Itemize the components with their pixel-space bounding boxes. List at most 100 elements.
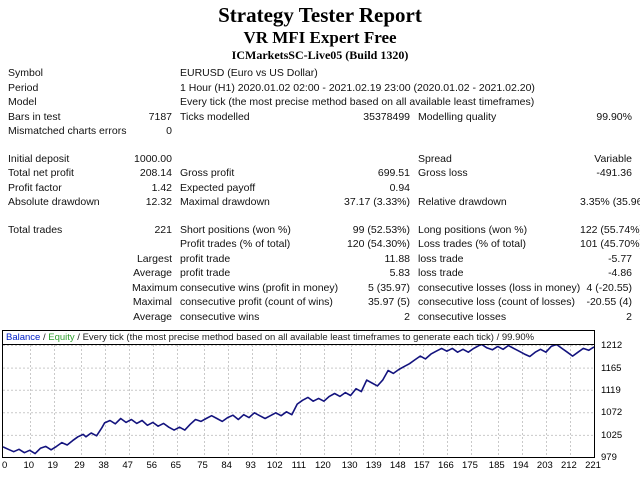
stat-label: consecutive profit (count of wins) <box>180 296 333 308</box>
x-tick-label: 130 <box>341 460 358 471</box>
x-tick-label: 56 <box>146 460 158 471</box>
stat-value: 11.88 <box>384 252 411 265</box>
stat-label: 1 Hour (H1) 2020.01.02 02:00 - 2021.02.1… <box>180 81 535 94</box>
stat-value: 1.42 <box>151 181 172 194</box>
stat-label: Symbol <box>8 67 44 79</box>
stat-value: 99 (52.53%) <box>352 223 410 236</box>
stat-value: 5 (35.97) <box>367 281 410 294</box>
x-tick-label: 47 <box>122 460 133 471</box>
stat-value: 2 <box>626 310 632 323</box>
balance-legend: Balance <box>6 332 41 343</box>
stat-label: consecutive losses <box>418 310 507 323</box>
x-tick-label: 19 <box>47 460 59 471</box>
stat-label <box>8 237 132 252</box>
legend-separator-1: / <box>40 332 49 343</box>
stat-value: Variable <box>594 152 632 165</box>
x-tick-label: 0 <box>2 460 8 471</box>
stat-label <box>172 124 318 139</box>
stat-label: Short positions (won %) <box>180 223 291 236</box>
stat-label: profit trade <box>180 252 231 265</box>
stat-value <box>132 81 172 96</box>
x-tick-label: 93 <box>245 460 256 471</box>
stat-value: Average <box>133 310 172 323</box>
stat-label: Modelling quality <box>418 110 497 123</box>
expert-name: VR MFI Expert Free <box>243 28 397 47</box>
stat-label: consecutive wins <box>180 310 260 323</box>
stat-label <box>8 310 132 325</box>
legend-separator-2: / <box>74 332 83 343</box>
y-tick-label: 1025 <box>601 429 623 441</box>
stat-value: 35.97 (5) <box>367 296 410 308</box>
stat-value: 208.14 <box>139 167 172 179</box>
legend-separator-3: / <box>493 332 502 343</box>
y-tick-label: 979 <box>601 452 617 463</box>
stat-label: Relative drawdown <box>418 196 507 208</box>
stat-value: 122 (55.74%) <box>580 223 640 236</box>
stat-value: 5.83 <box>389 267 410 279</box>
chart-header: Balance / Equity / Every tick (the most … <box>3 331 594 345</box>
stat-label: Profit trades (% of total) <box>180 238 291 250</box>
stat-value: Maximum <box>132 281 178 294</box>
stat-value: 35378499 <box>363 110 410 123</box>
stat-label: Ticks modelled <box>180 110 250 123</box>
stat-value: 1000.00 <box>134 152 172 165</box>
plot-area <box>3 345 594 457</box>
page-title: Strategy Tester Report <box>218 3 422 27</box>
x-tick-label: 29 <box>74 460 85 471</box>
stat-value <box>132 95 172 110</box>
stat-label: consecutive loss (count of losses) <box>418 296 575 308</box>
stat-value <box>318 124 410 139</box>
x-tick-label: 38 <box>98 460 109 471</box>
stat-value: 0 <box>166 125 172 137</box>
stat-label <box>8 295 132 310</box>
stat-label: Gross loss <box>418 167 468 179</box>
y-tick-label: 1072 <box>601 407 623 419</box>
stat-value: -491.36 <box>596 167 632 179</box>
stats-section: Initial deposit 1000.00 Spread Variable Tota… <box>8 152 640 210</box>
stats-section: Symbol EURUSD (Euro vs US Dollar) Period 1 … <box>8 66 632 139</box>
stat-label: Loss trades (% of total) <box>418 238 526 250</box>
x-tick-label: 157 <box>413 460 430 471</box>
stat-label <box>8 252 132 267</box>
stat-value: 120 (54.30%) <box>346 238 410 250</box>
x-tick-label: 84 <box>221 460 232 471</box>
stats-section: Total trades 221 Short positions (won %) 99… <box>8 223 640 325</box>
stat-value <box>580 181 632 196</box>
modelling-quality: 99.90% <box>501 332 535 343</box>
stat-value <box>318 152 410 167</box>
stat-label: EURUSD (Euro vs US Dollar) <box>180 67 318 79</box>
report-header: Strategy Tester Report VR MFI Expert Fre… <box>0 0 640 63</box>
stat-label: consecutive losses (loss in money) <box>418 281 581 294</box>
stat-label: profit trade <box>180 267 231 279</box>
x-tick-label: 203 <box>536 460 553 471</box>
stat-value: 7187 <box>148 110 172 123</box>
stat-label <box>8 266 132 281</box>
stat-value: 2 <box>404 310 410 323</box>
stat-value: Maximal <box>132 296 172 308</box>
stat-label: Every tick (the most precise method base… <box>180 96 535 108</box>
stat-label <box>172 152 318 167</box>
stat-value: 12.32 <box>145 196 172 208</box>
stat-value: -20.55 (4) <box>586 296 632 308</box>
x-tick-label: 166 <box>437 460 454 471</box>
stat-value: 0.94 <box>389 181 410 194</box>
x-tick-label: 148 <box>389 460 406 471</box>
y-tick-label: 1165 <box>601 362 622 374</box>
stat-label <box>8 281 132 296</box>
stat-label: loss trade <box>418 252 464 265</box>
stat-label: Gross profit <box>180 167 235 179</box>
stat-label: Bars in test <box>8 110 61 123</box>
equity-legend: Equity <box>48 332 75 343</box>
x-tick-label: 221 <box>585 460 601 471</box>
stat-value: 99.90% <box>596 110 632 123</box>
x-tick-label: 111 <box>291 460 307 471</box>
stat-label: Mismatched charts errors <box>8 125 127 137</box>
stat-label: Total trades <box>8 223 63 236</box>
x-tick-label: 194 <box>512 460 529 471</box>
stat-value: Average <box>133 267 172 279</box>
stat-value: -5.77 <box>608 252 632 265</box>
stat-label: Model <box>8 96 37 108</box>
stat-label: Initial deposit <box>8 152 70 165</box>
x-tick-label: 139 <box>365 460 382 471</box>
stat-label: Total net profit <box>8 167 74 179</box>
